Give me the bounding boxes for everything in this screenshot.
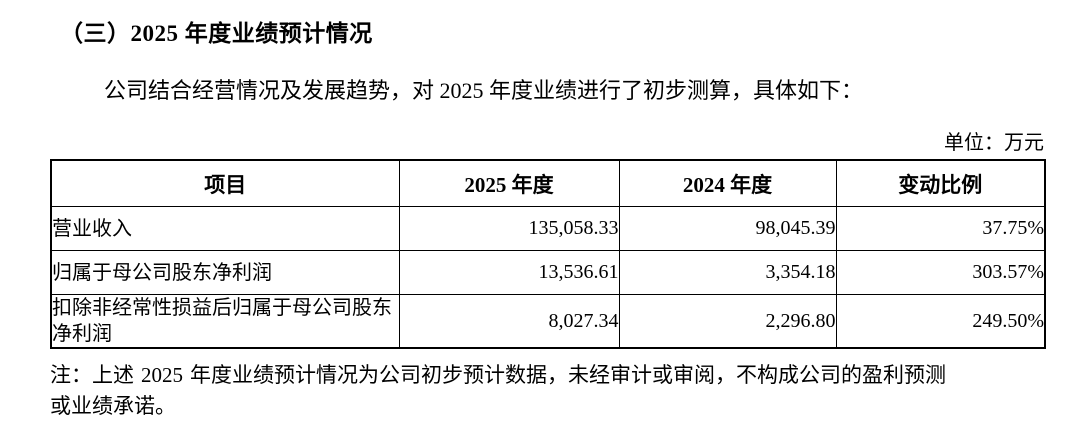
- cell-year-2024: 98,045.39: [618, 206, 837, 251]
- row-label: 营业收入: [50, 206, 400, 251]
- cell-year-2024: 2,296.80: [618, 294, 837, 349]
- column-header-year-2024: 2024 年度: [618, 159, 837, 207]
- table-row: 扣除非经常性损益后归属于母公司股东净利润 8,027.34 2,296.80 2…: [50, 294, 1046, 349]
- unit-label: 单位：万元: [944, 132, 1044, 154]
- cell-change-ratio: 303.57%: [835, 250, 1046, 295]
- footnote-line-1: 注：上述 2025 年度业绩预计情况为公司初步预计数据，未经审计或审阅，不构成公司的…: [50, 360, 1048, 391]
- column-header-change-ratio: 变动比例: [835, 159, 1046, 207]
- table-header-row: 项目 2025 年度 2024 年度 变动比例: [50, 159, 1046, 207]
- row-label: 归属于母公司股东净利润: [50, 250, 400, 295]
- cell-year-2025: 8,027.34: [398, 294, 620, 349]
- footnote-prefix: 注：上述: [50, 363, 134, 387]
- cell-year-2025: 13,536.61: [398, 250, 620, 295]
- footnote-body: 年度业绩预计情况为公司初步预计数据，未经审计或审阅，不构成公司的盈利预测: [190, 363, 946, 387]
- cell-change-ratio: 37.75%: [835, 206, 1046, 251]
- section-heading: （三）2025 年度业绩预计情况: [60, 21, 373, 46]
- footnote-line-2: 或业绩承诺。: [50, 394, 176, 418]
- table-row: 营业收入 135,058.33 98,045.39 37.75%: [50, 206, 1046, 251]
- table-row: 归属于母公司股东净利润 13,536.61 3,354.18 303.57%: [50, 250, 1046, 295]
- table-footnote: 注：上述 2025 年度业绩预计情况为公司初步预计数据，未经审计或审阅，不构成公司的…: [50, 360, 1048, 422]
- column-header-item: 项目: [50, 159, 400, 207]
- performance-forecast-table: 项目 2025 年度 2024 年度 变动比例 营业收入 135,058.33 …: [50, 159, 1046, 349]
- row-label: 扣除非经常性损益后归属于母公司股东净利润: [50, 294, 400, 349]
- cell-year-2024: 3,354.18: [618, 250, 837, 295]
- footnote-year: 2025: [141, 363, 183, 387]
- cell-change-ratio: 249.50%: [835, 294, 1046, 349]
- column-header-year-2025: 2025 年度: [398, 159, 620, 207]
- intro-paragraph: 公司结合经营情况及发展趋势，对 2025 年度业绩进行了初步测算，具体如下：: [104, 78, 864, 103]
- cell-year-2025: 135,058.33: [398, 206, 620, 251]
